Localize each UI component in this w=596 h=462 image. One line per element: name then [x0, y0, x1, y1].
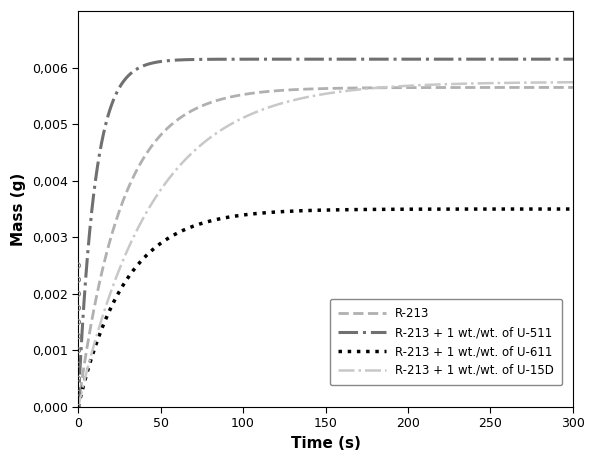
Legend: R-213, R-213 + 1 wt./wt. of U-511, R-213 + 1 wt./wt. of U-611, R-213 + 1 wt./wt.: R-213, R-213 + 1 wt./wt. of U-511, R-213…	[330, 299, 562, 385]
R-213 + 1 wt./wt. of U-611	[81, 378, 88, 384]
Point	[73, 375, 83, 383]
R-213 + 1 wt./wt. of U-15D	[467, 81, 474, 86]
Point	[73, 333, 83, 340]
R-213	[569, 85, 576, 90]
R-213	[74, 402, 82, 408]
R-213 + 1 wt./wt. of U-511	[467, 56, 474, 62]
R-213 + 1 wt./wt. of U-611	[569, 206, 576, 212]
R-213 + 1 wt./wt. of U-511	[74, 399, 82, 405]
R-213 + 1 wt./wt. of U-15D	[74, 403, 82, 408]
R-213 + 1 wt./wt. of U-15D	[164, 177, 172, 182]
R-213 + 1 wt./wt. of U-15D	[83, 371, 90, 377]
R-213 + 1 wt./wt. of U-15D	[81, 377, 88, 383]
R-213 + 1 wt./wt. of U-511	[81, 291, 88, 296]
Y-axis label: Mass (g): Mass (g)	[11, 172, 26, 246]
Point	[73, 361, 83, 368]
R-213 + 1 wt./wt. of U-511	[74, 404, 82, 410]
Point	[73, 389, 83, 396]
Line: R-213: R-213	[78, 87, 573, 407]
R-213 + 1 wt./wt. of U-15D	[465, 81, 473, 86]
R-213 + 1 wt./wt. of U-611	[164, 236, 172, 241]
R-213 + 1 wt./wt. of U-511	[164, 58, 172, 63]
R-213	[74, 404, 82, 410]
R-213	[467, 85, 474, 90]
R-213	[465, 85, 473, 90]
Point	[73, 276, 83, 283]
Point	[73, 318, 83, 326]
Point	[73, 290, 83, 298]
Point	[73, 262, 83, 269]
R-213 + 1 wt./wt. of U-611	[83, 373, 90, 378]
R-213	[164, 125, 172, 130]
R-213 + 1 wt./wt. of U-611	[467, 207, 474, 212]
R-213 + 1 wt./wt. of U-511	[83, 269, 90, 275]
X-axis label: Time (s): Time (s)	[291, 436, 361, 451]
Line: R-213 + 1 wt./wt. of U-15D: R-213 + 1 wt./wt. of U-15D	[78, 82, 573, 407]
R-213 + 1 wt./wt. of U-15D	[74, 404, 82, 410]
Point	[73, 403, 83, 411]
Point	[73, 304, 83, 312]
R-213 + 1 wt./wt. of U-511	[465, 56, 473, 62]
Line: R-213 + 1 wt./wt. of U-611: R-213 + 1 wt./wt. of U-611	[78, 209, 573, 407]
R-213	[81, 359, 88, 365]
R-213 + 1 wt./wt. of U-611	[74, 403, 82, 409]
Line: R-213 + 1 wt./wt. of U-511: R-213 + 1 wt./wt. of U-511	[78, 59, 573, 407]
Point	[73, 346, 83, 354]
R-213 + 1 wt./wt. of U-611	[74, 404, 82, 410]
R-213 + 1 wt./wt. of U-611	[465, 207, 473, 212]
R-213	[83, 350, 90, 355]
R-213 + 1 wt./wt. of U-511	[569, 56, 576, 62]
R-213 + 1 wt./wt. of U-15D	[569, 79, 576, 85]
